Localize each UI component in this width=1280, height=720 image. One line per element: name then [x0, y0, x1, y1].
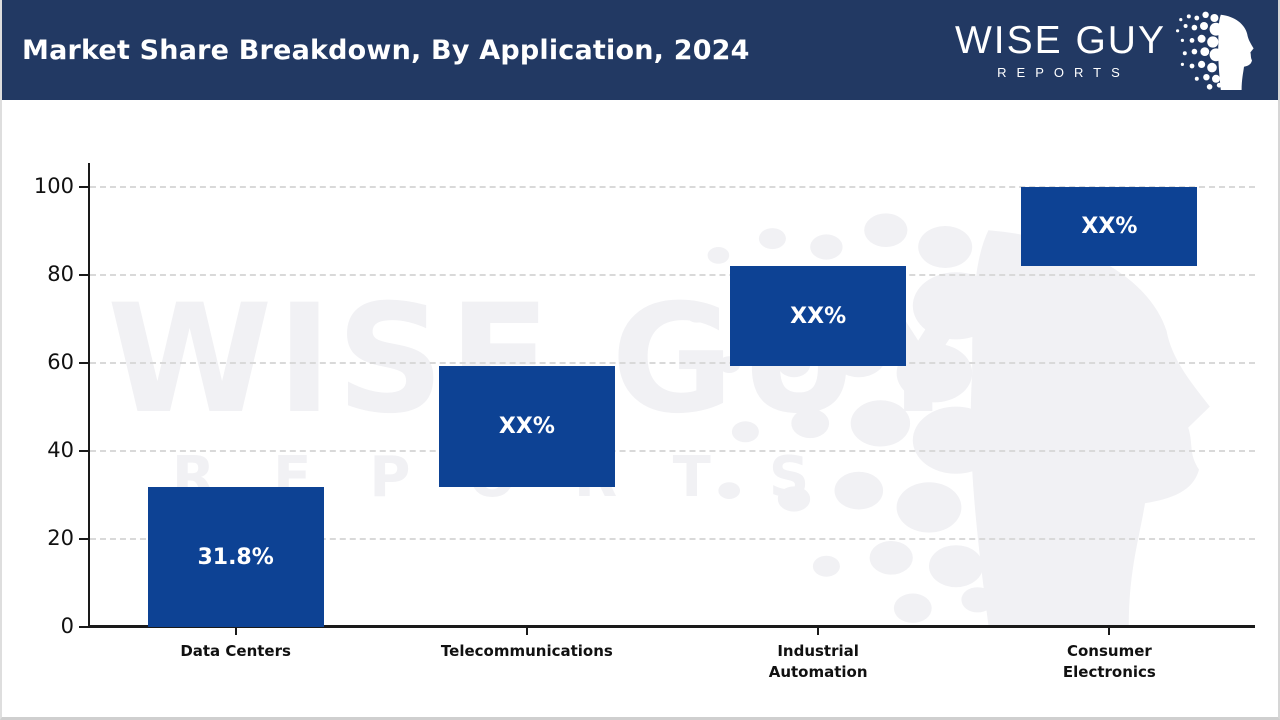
logo-dotted-head-icon	[1168, 7, 1264, 93]
bar-consumer-electronics: XX%	[1021, 187, 1198, 267]
y-tick-label-0: 0	[60, 614, 74, 638]
gridline-y100	[90, 186, 1255, 188]
x-tick-consumer-electronics	[1108, 627, 1111, 635]
x-category-label-line: Consumer	[1066, 642, 1152, 660]
bar-industrial-automation: XX%	[730, 266, 907, 367]
bar-telecommunications: XX%	[438, 366, 615, 488]
x-tick-industrial-automation	[817, 627, 820, 635]
x-tick-data-centers	[234, 627, 237, 635]
header: Market Share Breakdown, By Application, …	[2, 0, 1278, 100]
x-category-label-line: Telecommunications	[440, 642, 613, 660]
x-category-label-line: Electronics	[1062, 663, 1156, 681]
y-tick-60	[79, 362, 90, 364]
x-category-label-line: Industrial	[777, 642, 859, 660]
logo-subtext: REPORTS	[997, 64, 1130, 80]
y-tick-80	[79, 274, 90, 276]
y-tick-label-20: 20	[47, 526, 74, 550]
x-category-label-data-centers: Data Centers	[106, 641, 366, 662]
bar-value-label-consumer-electronics: XX%	[1081, 214, 1138, 240]
y-tick-100	[79, 186, 90, 188]
y-tick-40	[79, 450, 90, 452]
x-category-label-telecommunications: Telecommunications	[397, 641, 657, 662]
y-tick-label-80: 80	[47, 262, 74, 286]
x-category-label-consumer-electronics: Consumer Electronics	[979, 641, 1239, 683]
gridline-y80	[90, 274, 1255, 276]
x-category-label-line: Data Centers	[180, 642, 291, 660]
x-category-label-line: Automation	[768, 663, 868, 681]
gridline-y40	[90, 450, 1255, 452]
gridline-y60	[90, 362, 1255, 364]
bar-value-label-telecommunications: XX%	[498, 414, 555, 440]
y-tick-label-40: 40	[47, 438, 74, 462]
x-category-label-industrial-automation: Industrial Automation	[688, 641, 948, 683]
y-axis-line	[88, 163, 90, 627]
brand-logo: WISE GUY REPORTS	[955, 7, 1264, 93]
y-tick-0	[79, 626, 90, 628]
y-tick-label-100: 100	[33, 174, 74, 198]
bar-value-label-industrial-automation: XX%	[790, 303, 847, 329]
gridline-y20	[90, 538, 1255, 540]
chart-title: Market Share Breakdown, By Application, …	[22, 34, 750, 66]
y-tick-20	[79, 538, 90, 540]
bar-value-label-data-centers: 31.8%	[197, 544, 274, 570]
bar-data-centers: 31.8%	[147, 487, 324, 627]
x-tick-telecommunications	[525, 627, 528, 635]
x-axis-line	[88, 625, 1255, 628]
logo-wordmark: WISE GUY	[954, 18, 1166, 62]
y-tick-label-60: 60	[47, 350, 74, 374]
